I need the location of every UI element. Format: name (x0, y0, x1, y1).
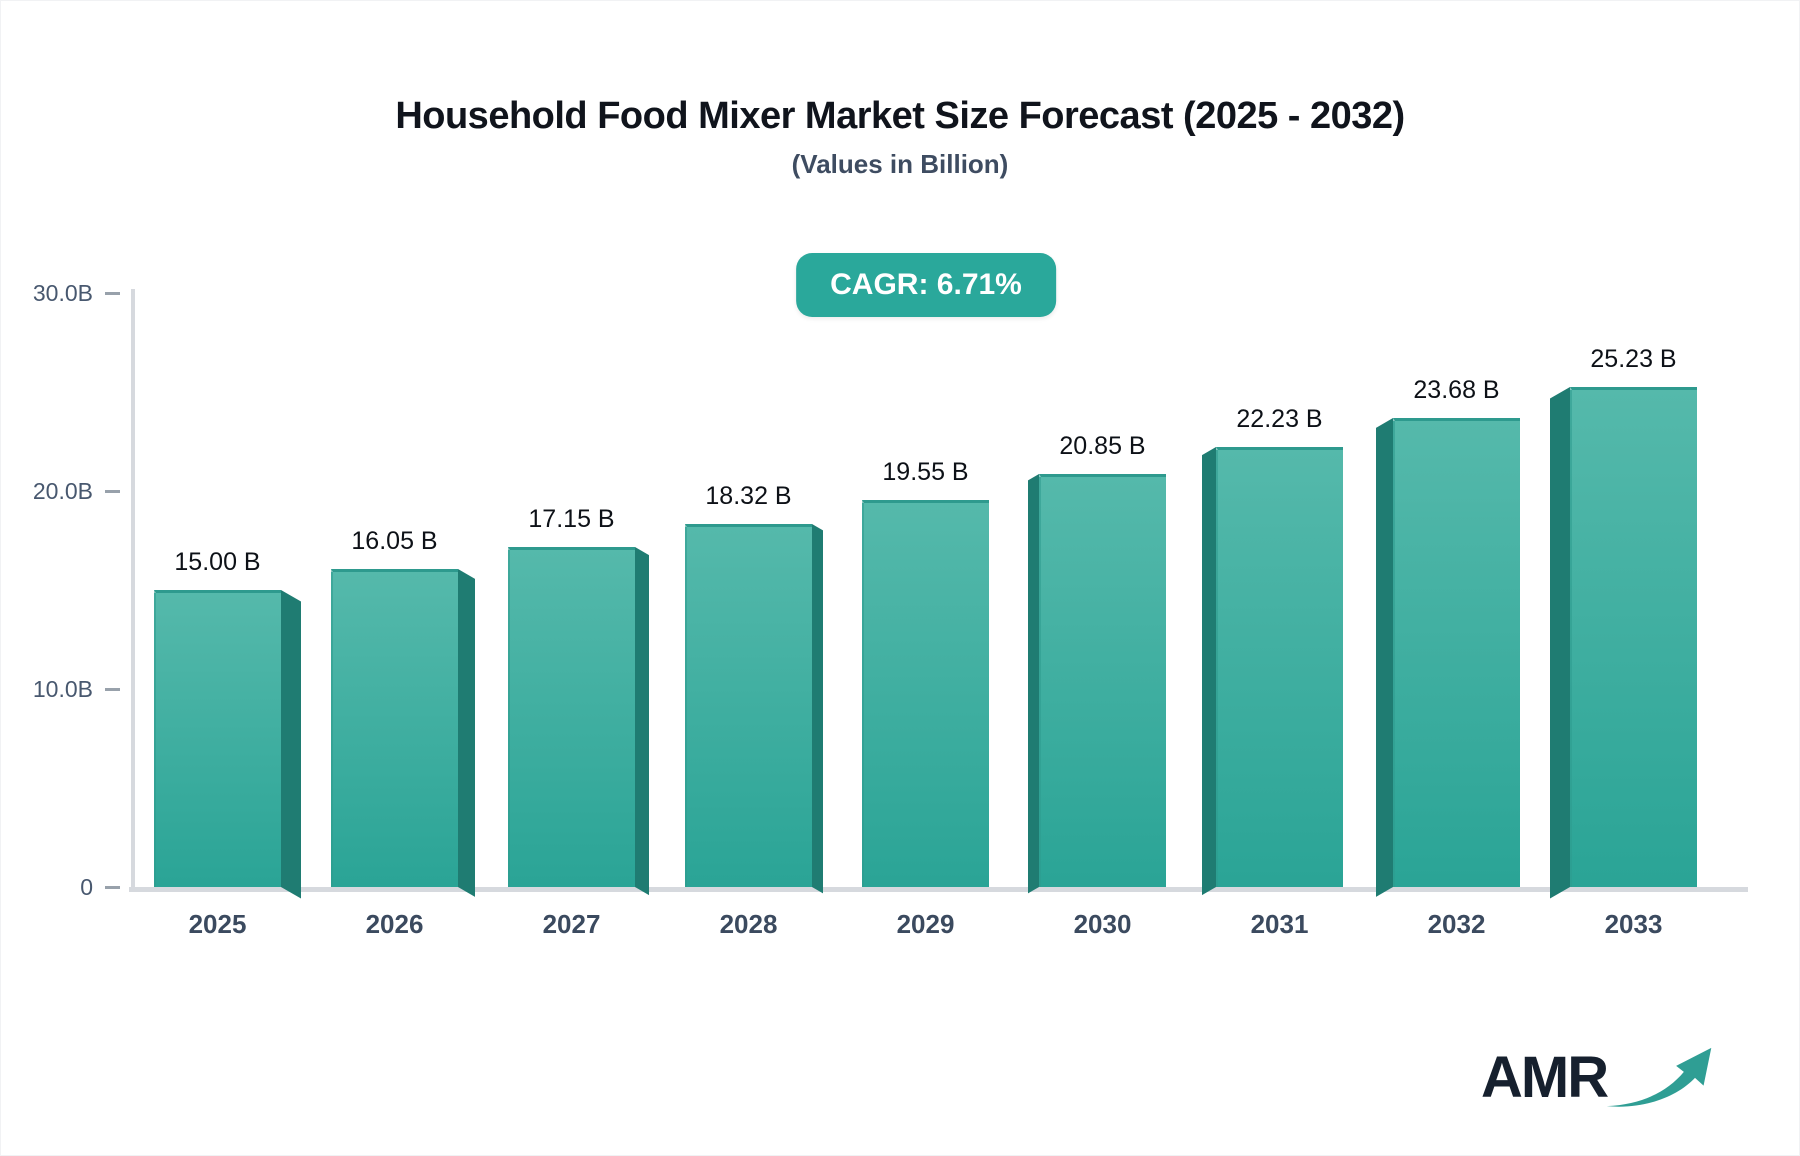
y-axis-tick-label: 10.0B (32, 676, 93, 702)
x-axis-baseline (129, 887, 1748, 892)
y-axis-tick-label: 20.0B (32, 478, 93, 504)
bar-front-face (862, 499, 989, 887)
bar-2033 (1550, 387, 1697, 899)
bar-2026 (331, 569, 475, 897)
y-axis-tick (105, 292, 120, 295)
bar-2032 (1376, 418, 1520, 897)
bar-2025 (154, 590, 301, 899)
bar-value-label: 16.05 B (351, 527, 438, 556)
x-axis-label-2028: 2028 (719, 909, 778, 939)
bar-side-face (812, 524, 823, 894)
y-axis-tick (105, 886, 120, 889)
bar-value-label: 22.23 B (1236, 404, 1323, 433)
x-axis-label-2033: 2033 (1604, 909, 1663, 939)
x-axis-label-2026: 2026 (365, 909, 424, 939)
y-axis-tick (105, 688, 120, 691)
x-axis-label-2030: 2030 (1073, 909, 1132, 939)
bar-value-label: 23.68 B (1413, 376, 1500, 405)
bar-2030 (1028, 474, 1166, 894)
bar-front-face (685, 524, 812, 887)
bar-side-face (281, 590, 301, 899)
y-axis-line (131, 289, 135, 890)
bar-front-face (331, 569, 458, 887)
y-axis-tick-label: 30.0B (32, 280, 93, 306)
growth-arrow-icon (1606, 1047, 1712, 1107)
x-axis-label-2032: 2032 (1427, 909, 1486, 939)
bar-value-label: 19.55 B (882, 457, 969, 486)
cagr-badge: CAGR: 6.71% (796, 253, 1056, 317)
bar-value-label: 15.00 B (174, 548, 261, 576)
amr-logo-text: AMR (1481, 1045, 1609, 1110)
bar-value-label: 25.23 B (1590, 345, 1677, 374)
bar-front-face (1039, 474, 1166, 887)
amr-logo: AMR (1481, 1033, 1712, 1113)
y-axis-tick (105, 490, 120, 493)
bar-front-face (1216, 446, 1343, 887)
bar-value-label: 20.85 B (1059, 432, 1146, 461)
x-axis-label-2027: 2027 (542, 909, 601, 939)
bar-side-face (1550, 387, 1570, 899)
bar-side-face (635, 547, 649, 896)
bar-side-face (458, 569, 475, 897)
bar-2028 (685, 524, 823, 894)
x-axis-label-2029: 2029 (896, 909, 955, 939)
y-axis-tick-label: 0 (80, 874, 93, 900)
bar-2029 (862, 499, 989, 887)
chart-subtitle: (Values in Billion) (791, 149, 1009, 179)
bar-2027 (508, 547, 649, 896)
bar-side-face (1376, 418, 1393, 897)
bar-front-face (1570, 387, 1697, 887)
page-title: Household Food Mixer Market Size Forecas… (395, 95, 1405, 137)
x-axis-label-2031: 2031 (1250, 909, 1309, 939)
x-axis-label-2025: 2025 (188, 909, 247, 939)
bar-value-label: 18.32 B (705, 482, 792, 511)
bar-front-face (508, 547, 635, 887)
bar-side-face (1028, 474, 1039, 894)
bar-front-face (154, 590, 281, 887)
bar-value-label: 17.15 B (528, 505, 615, 534)
bar-2031 (1202, 446, 1343, 896)
bar-front-face (1393, 418, 1520, 887)
bar-side-face (1202, 446, 1216, 896)
